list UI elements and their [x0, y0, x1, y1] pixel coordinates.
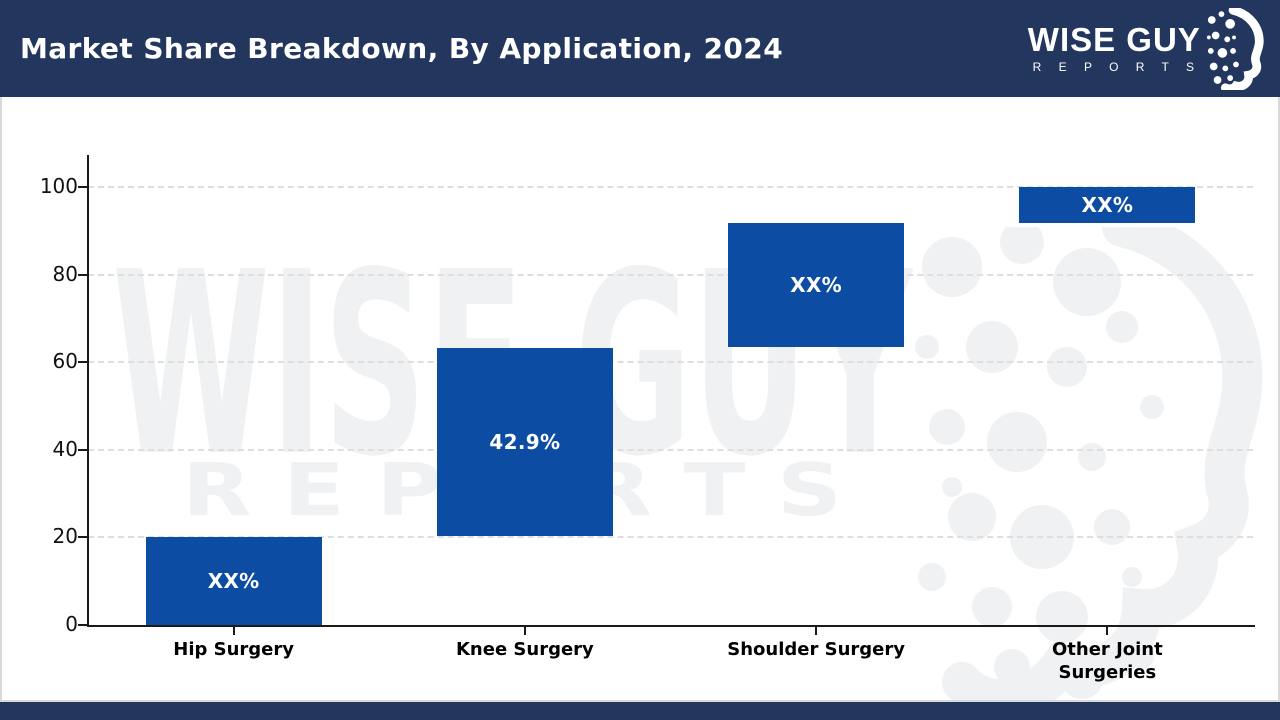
y-axis-tick-label: 0	[65, 612, 78, 636]
brand-name: WISE GUY	[1027, 21, 1201, 58]
y-axis-tick	[78, 448, 88, 451]
bar-value-label: XX%	[207, 568, 260, 593]
gridline-y-80	[88, 273, 1253, 276]
brand-subname: R E P O R T S	[1032, 60, 1201, 74]
bar-value-label: 42.9%	[489, 429, 561, 454]
y-axis-tick	[78, 273, 88, 276]
x-axis-tick	[523, 627, 526, 635]
y-axis-tick-label: 60	[52, 349, 78, 374]
bar-hip-surgery: XX%	[145, 536, 322, 625]
page-title: Market Share Breakdown, By Application, …	[20, 32, 784, 65]
gridline-y-40	[88, 448, 1253, 451]
bar-other-joint-surgeries: XX%	[1019, 187, 1196, 223]
bar-knee-surgery: 42.9%	[436, 347, 613, 537]
brand-logo: WISE GUY R E P O R T S	[1028, 7, 1266, 90]
bar-value-label: XX%	[790, 272, 843, 297]
x-axis-tick	[232, 627, 235, 635]
gridline-y-100	[88, 186, 1253, 188]
x-axis-label-knee-surgery: Knee Surgery	[455, 639, 594, 660]
y-axis-tick	[78, 624, 88, 626]
y-axis	[87, 155, 89, 627]
x-axis	[87, 625, 1255, 627]
watermark: WISE GUY R E P O R T S	[112, 227, 1263, 702]
gridline-y-20	[88, 536, 1253, 539]
x-axis-label-hip-surgery: Hip Surgery	[173, 639, 294, 660]
x-axis-label-other-joint-surgeries: Other Joint Surgeries	[1052, 639, 1163, 683]
x-axis-tick	[1106, 627, 1109, 635]
x-axis-label-shoulder-surgery: Shoulder Surgery	[727, 639, 905, 660]
bar-value-label: XX%	[1081, 192, 1134, 217]
y-axis-tick	[78, 536, 88, 539]
watermark-face-profile	[942, 227, 1263, 702]
y-axis-tick	[78, 186, 88, 188]
y-axis-tick-label: 80	[52, 261, 78, 286]
brand-logo-text: WISE GUY R E P O R T S	[1028, 23, 1201, 74]
footer-bar	[0, 702, 1280, 720]
x-axis-tick	[815, 627, 818, 635]
brand-face-icon	[1206, 7, 1264, 90]
y-axis-tick-label: 100	[39, 174, 78, 198]
y-axis-tick-label: 20	[52, 524, 78, 549]
gridline-y-60	[88, 361, 1253, 364]
y-axis-tick	[78, 361, 88, 364]
header-bar: Market Share Breakdown, By Application, …	[0, 0, 1280, 97]
chart-area: WISE GUY R E P O R T S 0 20 40 60 80 100 XX% Hi…	[0, 97, 1280, 702]
bar-shoulder-surgery: XX%	[728, 222, 905, 347]
y-axis-tick-label: 40	[52, 436, 78, 461]
